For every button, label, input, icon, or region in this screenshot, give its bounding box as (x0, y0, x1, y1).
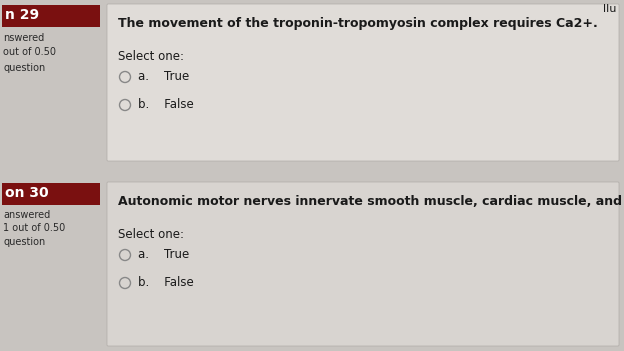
FancyBboxPatch shape (2, 183, 100, 205)
Text: Autonomic motor nerves innervate smooth muscle, cardiac muscle, and glands.: Autonomic motor nerves innervate smooth … (118, 195, 624, 208)
Text: b.    False: b. False (138, 276, 193, 289)
Text: nswered: nswered (3, 33, 44, 43)
Text: The movement of the troponin-tropomyosin complex requires Ca2+.: The movement of the troponin-tropomyosin… (118, 17, 598, 30)
Text: question: question (3, 237, 46, 247)
FancyBboxPatch shape (2, 5, 100, 27)
Text: b.    False: b. False (138, 98, 193, 111)
FancyBboxPatch shape (107, 182, 619, 346)
Text: Select one:: Select one: (118, 228, 184, 241)
Text: question: question (3, 63, 46, 73)
Text: out of 0.50: out of 0.50 (3, 47, 56, 57)
FancyBboxPatch shape (0, 162, 624, 183)
Text: 1 out of 0.50: 1 out of 0.50 (3, 223, 66, 233)
Text: a.    True: a. True (138, 248, 189, 261)
Text: on 30: on 30 (5, 186, 49, 200)
Text: a.    True: a. True (138, 70, 189, 83)
Text: n 29: n 29 (5, 8, 39, 22)
Text: llu: llu (603, 4, 616, 14)
Text: Select one:: Select one: (118, 50, 184, 63)
FancyBboxPatch shape (107, 4, 619, 161)
Text: answered: answered (3, 210, 51, 220)
